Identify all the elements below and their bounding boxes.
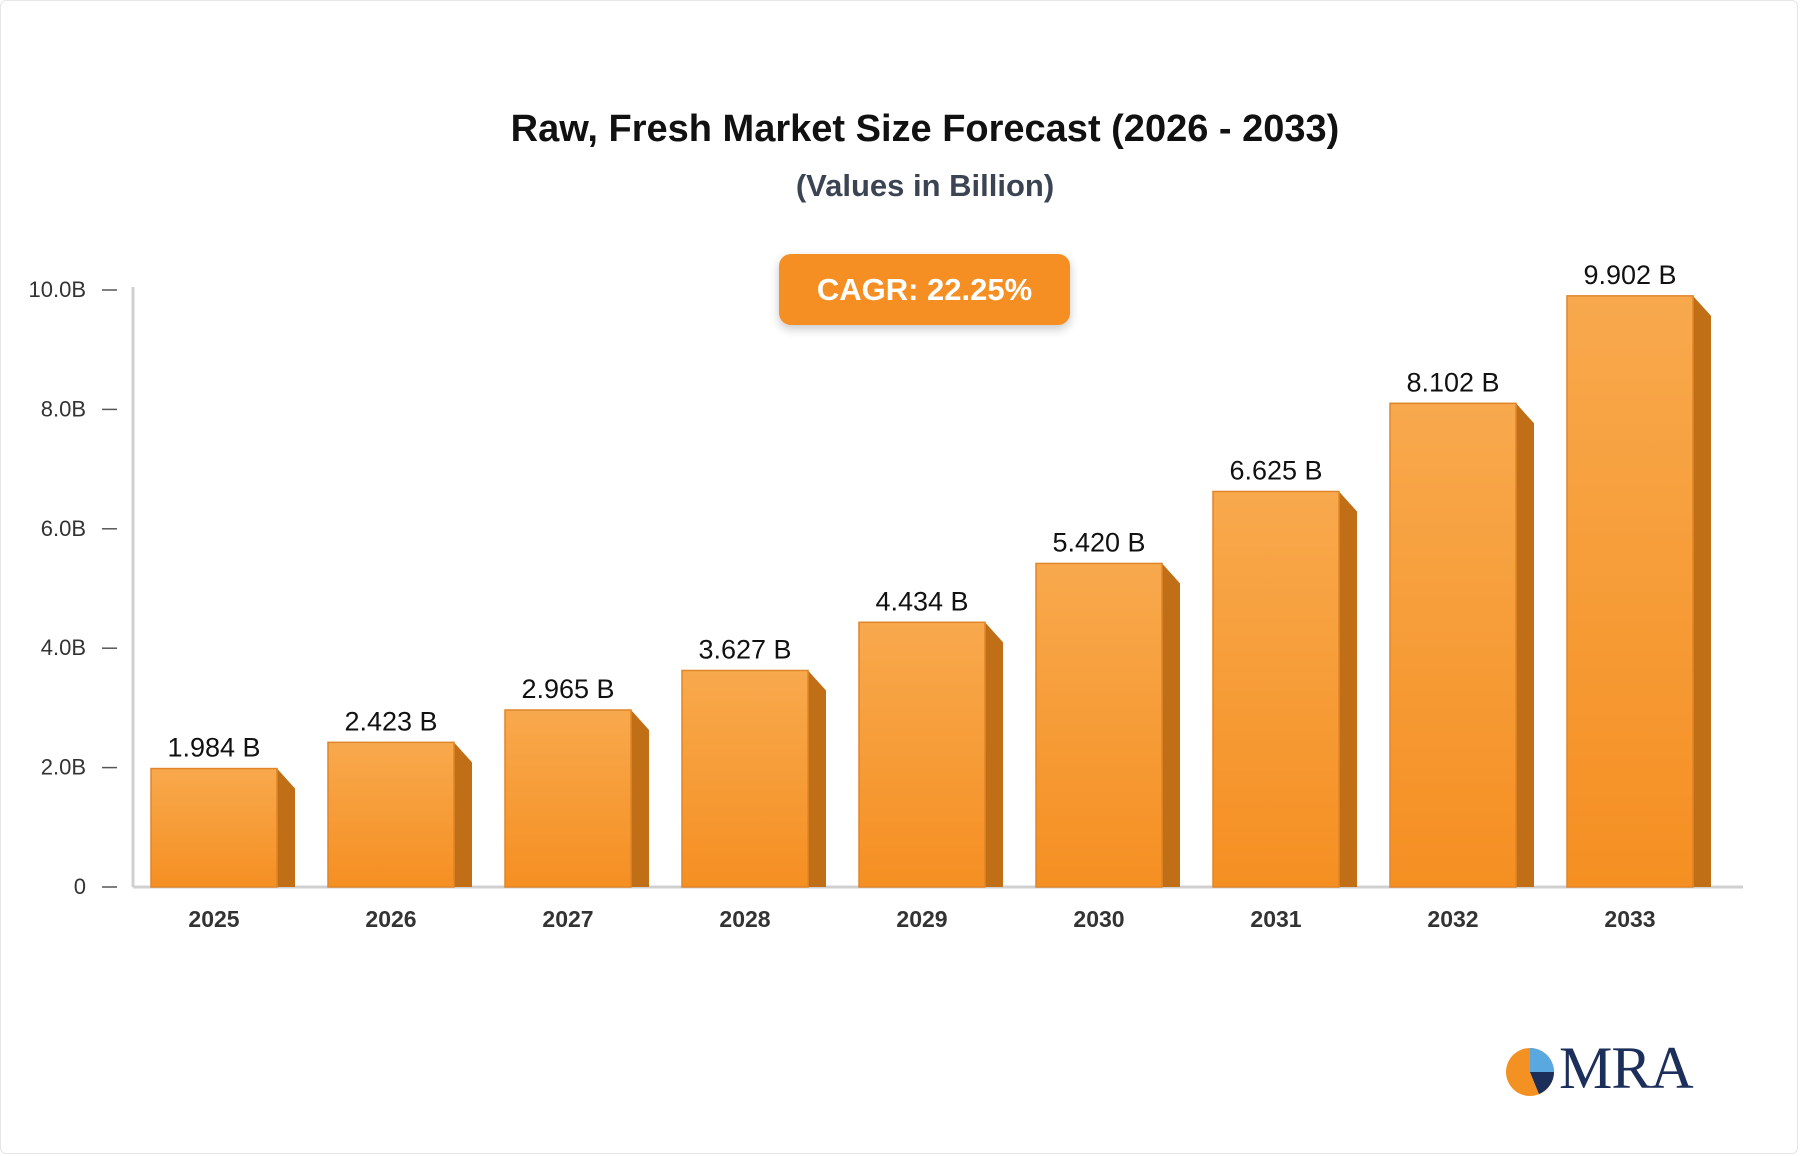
y-tick-label: 8.0B xyxy=(41,396,86,421)
bar-side xyxy=(1162,563,1180,887)
bar-side xyxy=(1693,295,1711,887)
logo-text: MRA xyxy=(1559,1035,1694,1101)
x-tick-label: 2028 xyxy=(719,906,770,932)
x-tick-label: 2030 xyxy=(1073,906,1124,932)
bar-front xyxy=(858,621,986,888)
y-tick-label: 2.0B xyxy=(41,755,86,780)
bar-front xyxy=(1212,490,1340,888)
bar xyxy=(1035,562,1180,888)
bar-value-label: 9.902 B xyxy=(1583,260,1676,290)
bar-front xyxy=(150,767,278,888)
chart-title: Raw, Fresh Market Size Forecast (2026 - … xyxy=(510,108,1340,150)
y-tick-label: 10.0B xyxy=(29,277,87,302)
bar-value-label: 2.965 B xyxy=(521,674,614,704)
pie-logo-icon xyxy=(1506,1048,1554,1096)
y-tick-label: 0 xyxy=(74,874,86,899)
bar-side xyxy=(985,622,1003,887)
y-tick-label: 4.0B xyxy=(41,635,86,660)
x-tick-label: 2031 xyxy=(1250,906,1301,932)
y-tick-label: 6.0B xyxy=(41,516,86,541)
bar-side xyxy=(454,742,472,887)
bar-value-label: 1.984 B xyxy=(167,733,260,763)
bar-side xyxy=(631,709,649,887)
bar-front xyxy=(681,669,809,888)
chart-subtitle: (Values in Billion) xyxy=(795,168,1055,203)
bar-front xyxy=(1035,562,1163,888)
bar xyxy=(1389,402,1534,888)
bar-value-label: 5.420 B xyxy=(1052,527,1145,557)
brand-logo: MRA xyxy=(1505,1038,1695,1098)
bar xyxy=(858,621,1003,888)
bar xyxy=(681,669,826,888)
bar xyxy=(1566,295,1711,888)
bar xyxy=(150,767,295,888)
x-tick-label: 2027 xyxy=(542,906,593,932)
bar-value-label: 6.625 B xyxy=(1229,455,1322,485)
bar-side xyxy=(808,670,826,887)
x-tick-label: 2032 xyxy=(1427,906,1478,932)
bar-front xyxy=(327,741,455,888)
x-tick-label: 2025 xyxy=(188,906,239,932)
bars xyxy=(150,295,1711,888)
bar-value-label: 8.102 B xyxy=(1406,367,1499,397)
bar-value-label: 2.423 B xyxy=(344,706,437,736)
bar-value-label: 3.627 B xyxy=(698,634,791,664)
bar-front xyxy=(504,709,632,888)
cagr-badge: CAGR: 22.25% xyxy=(779,254,1070,325)
x-tick-label: 2033 xyxy=(1604,906,1655,932)
bar-side xyxy=(1339,491,1357,887)
bar xyxy=(1212,490,1357,888)
bar xyxy=(327,741,472,888)
x-tick-label: 2026 xyxy=(365,906,416,932)
bar-side xyxy=(277,768,295,887)
bar-side xyxy=(1516,403,1534,887)
bar-front xyxy=(1389,402,1517,888)
labels: 1.984 B 2025 2.423 B 2026 2.965 B 2027 3.627 B… xyxy=(167,260,1676,932)
x-tick-label: 2029 xyxy=(896,906,947,932)
bar xyxy=(504,709,649,888)
bar-front xyxy=(1566,295,1694,888)
bar-value-label: 4.434 B xyxy=(875,586,968,616)
